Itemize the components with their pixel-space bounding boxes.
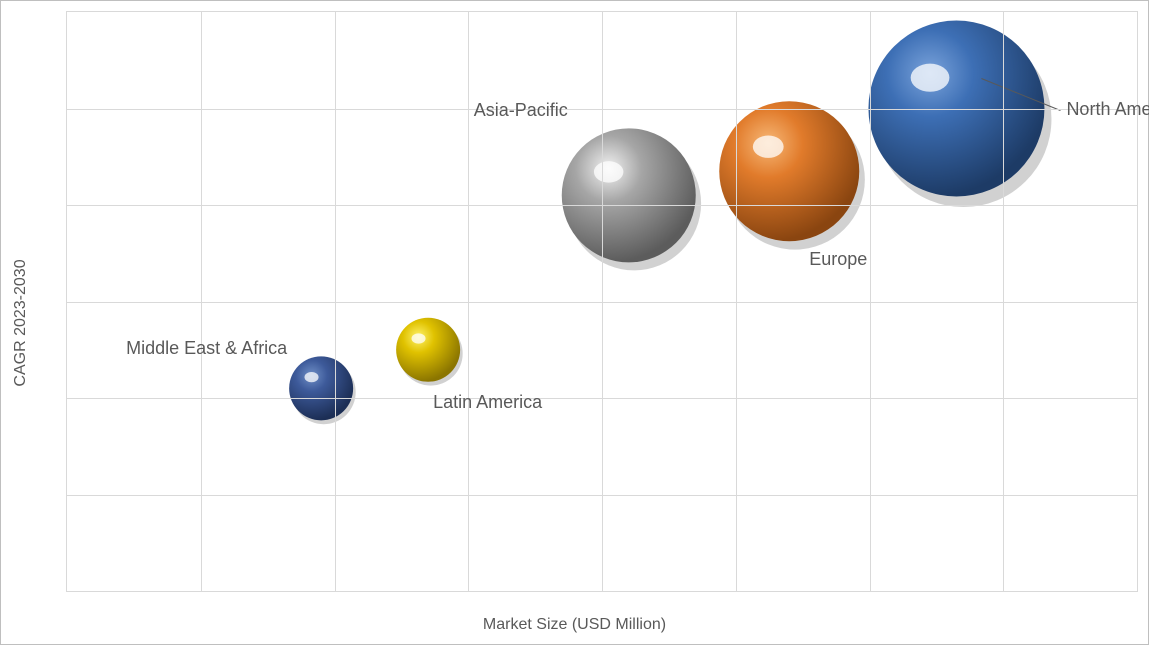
plot-area: Middle East & Africa Latin America Asia-Pa… xyxy=(66,11,1138,592)
bubble-label: Asia-Pacific xyxy=(474,100,568,121)
grid-line-horizontal xyxy=(67,495,1137,496)
leader-line xyxy=(981,79,1060,111)
bubble-shadow xyxy=(399,322,463,386)
bubble-label: Middle East & Africa xyxy=(126,338,287,359)
bubble-label: Latin America xyxy=(433,392,542,413)
x-axis-label: Market Size (USD Million) xyxy=(483,616,666,634)
y-axis-label: CAGR 2023-2030 xyxy=(12,259,30,386)
bubble-label: Europe xyxy=(809,249,867,270)
bubble-shadow xyxy=(567,136,701,270)
bubble xyxy=(396,318,460,382)
bubble-shadow xyxy=(292,360,356,424)
bubble xyxy=(289,356,353,420)
bubble-shadow xyxy=(725,110,865,250)
grid-line-horizontal xyxy=(67,109,1137,110)
bubble xyxy=(562,128,696,262)
grid-line-horizontal xyxy=(67,398,1137,399)
bubble-highlight xyxy=(911,64,950,92)
bubble-highlight xyxy=(594,161,623,182)
chart-container: CAGR 2023-2030 Market Size (USD Million)… xyxy=(0,0,1149,645)
bubble-label: North America xyxy=(1066,99,1149,120)
grid-line-horizontal xyxy=(67,205,1137,206)
bubble-highlight xyxy=(753,136,784,158)
bubble-highlight xyxy=(411,333,425,343)
bubble xyxy=(719,101,859,241)
bubble-highlight xyxy=(304,372,318,382)
bubble-shadow xyxy=(875,31,1051,207)
grid-line-horizontal xyxy=(67,302,1137,303)
